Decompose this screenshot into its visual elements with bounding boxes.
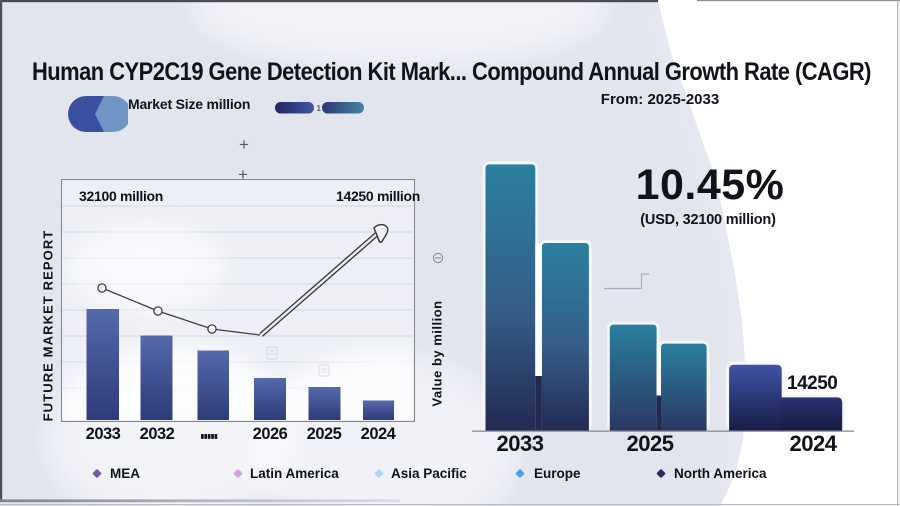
svg-text:1: 1: [317, 104, 322, 113]
